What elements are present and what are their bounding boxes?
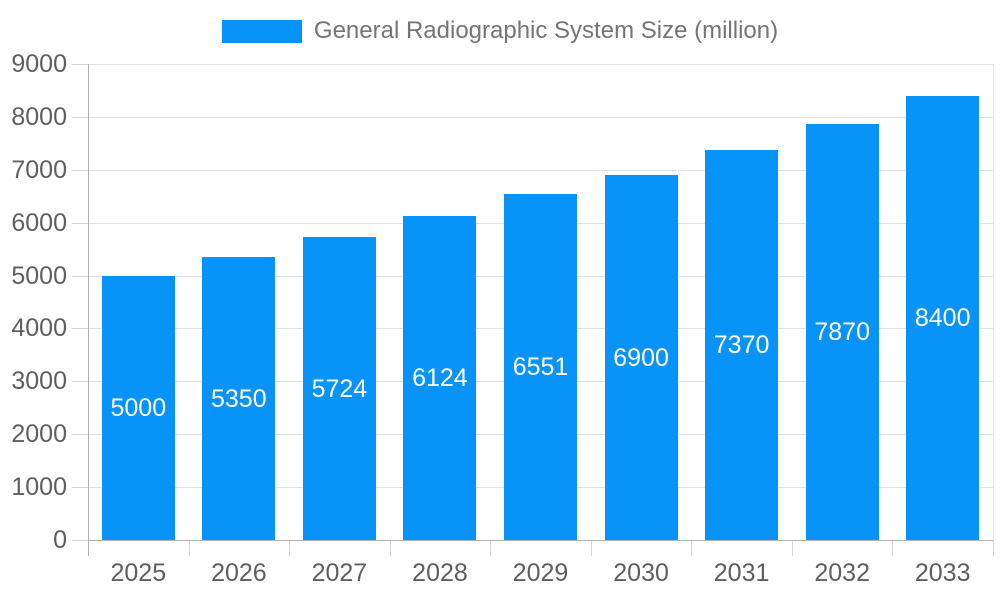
bar[interactable] <box>302 237 376 540</box>
bar[interactable] <box>202 257 276 540</box>
x-axis-tick-label: 2026 <box>211 559 267 587</box>
legend-swatch <box>221 19 302 43</box>
x-axis-tick-label: 2032 <box>814 559 870 587</box>
bar-value-label: 6124 <box>412 364 468 393</box>
x-axis-line <box>88 540 993 541</box>
bar[interactable] <box>705 150 779 540</box>
bar-value-label: 5000 <box>110 393 167 422</box>
y-axis-tick <box>72 64 88 65</box>
y-axis-tick-label: 9000 <box>11 50 67 78</box>
bar-value-label: 7870 <box>814 317 870 346</box>
y-axis-tick <box>72 540 88 541</box>
y-axis-tick-label: 1000 <box>11 473 67 501</box>
y-axis-tick-label: 0 <box>53 526 67 554</box>
legend-label: General Radiographic System Size (millio… <box>313 17 779 44</box>
x-axis-tick <box>892 540 894 556</box>
y-axis-tick <box>72 223 88 224</box>
x-axis-tick-label: 2028 <box>412 559 468 587</box>
y-axis-tick <box>72 381 88 382</box>
x-axis-tick-label: 2033 <box>914 559 971 587</box>
y-axis-tick-label: 2000 <box>11 420 67 448</box>
y-axis-tick <box>72 487 88 488</box>
y-axis-tick <box>72 328 88 329</box>
x-axis-tick <box>590 540 592 556</box>
x-axis-tick <box>289 540 291 556</box>
x-axis-tick <box>188 540 190 556</box>
x-axis-tick <box>389 540 391 556</box>
gridline <box>88 64 993 65</box>
bar[interactable] <box>403 216 477 540</box>
x-axis-tick <box>490 540 492 556</box>
gridline <box>88 117 993 118</box>
y-axis-tick-label: 3000 <box>11 367 67 395</box>
x-axis-tick <box>993 540 994 556</box>
bar[interactable] <box>805 123 879 540</box>
bar-value-label: 6900 <box>613 343 669 372</box>
y-axis-tick-label: 8000 <box>11 103 67 131</box>
x-axis-tick <box>791 540 793 556</box>
bar-value-label: 5350 <box>210 384 267 413</box>
x-axis-tick-label: 2031 <box>713 559 770 587</box>
bar[interactable] <box>604 175 678 540</box>
x-axis-tick-label: 2027 <box>311 559 368 587</box>
bar-value-label: 7370 <box>713 331 770 360</box>
chart-legend[interactable]: General Radiographic System Size (millio… <box>0 17 1000 45</box>
y-axis-tick-label: 4000 <box>11 314 67 342</box>
x-axis-tick-label: 2029 <box>512 559 569 587</box>
bar-value-label: 8400 <box>914 303 971 332</box>
x-axis-tick-label: 2030 <box>613 559 669 587</box>
y-axis-tick-label: 6000 <box>11 209 67 237</box>
y-axis-tick-label: 7000 <box>11 156 67 184</box>
plot-right-border <box>993 64 994 540</box>
x-axis-tick <box>691 540 693 556</box>
bar[interactable] <box>906 95 980 540</box>
y-axis-tick <box>72 276 88 277</box>
y-axis-tick <box>72 117 88 118</box>
x-axis-tick-label: 2025 <box>110 559 167 587</box>
y-axis-line <box>88 64 89 556</box>
bar[interactable] <box>101 275 175 540</box>
y-axis-tick-label: 5000 <box>11 262 67 290</box>
gridline <box>88 170 993 171</box>
bar-value-label: 5724 <box>311 374 368 403</box>
bar[interactable] <box>504 193 577 540</box>
bar-value-label: 6551 <box>512 352 569 381</box>
y-axis-tick <box>72 434 88 435</box>
y-axis-tick <box>72 170 88 171</box>
